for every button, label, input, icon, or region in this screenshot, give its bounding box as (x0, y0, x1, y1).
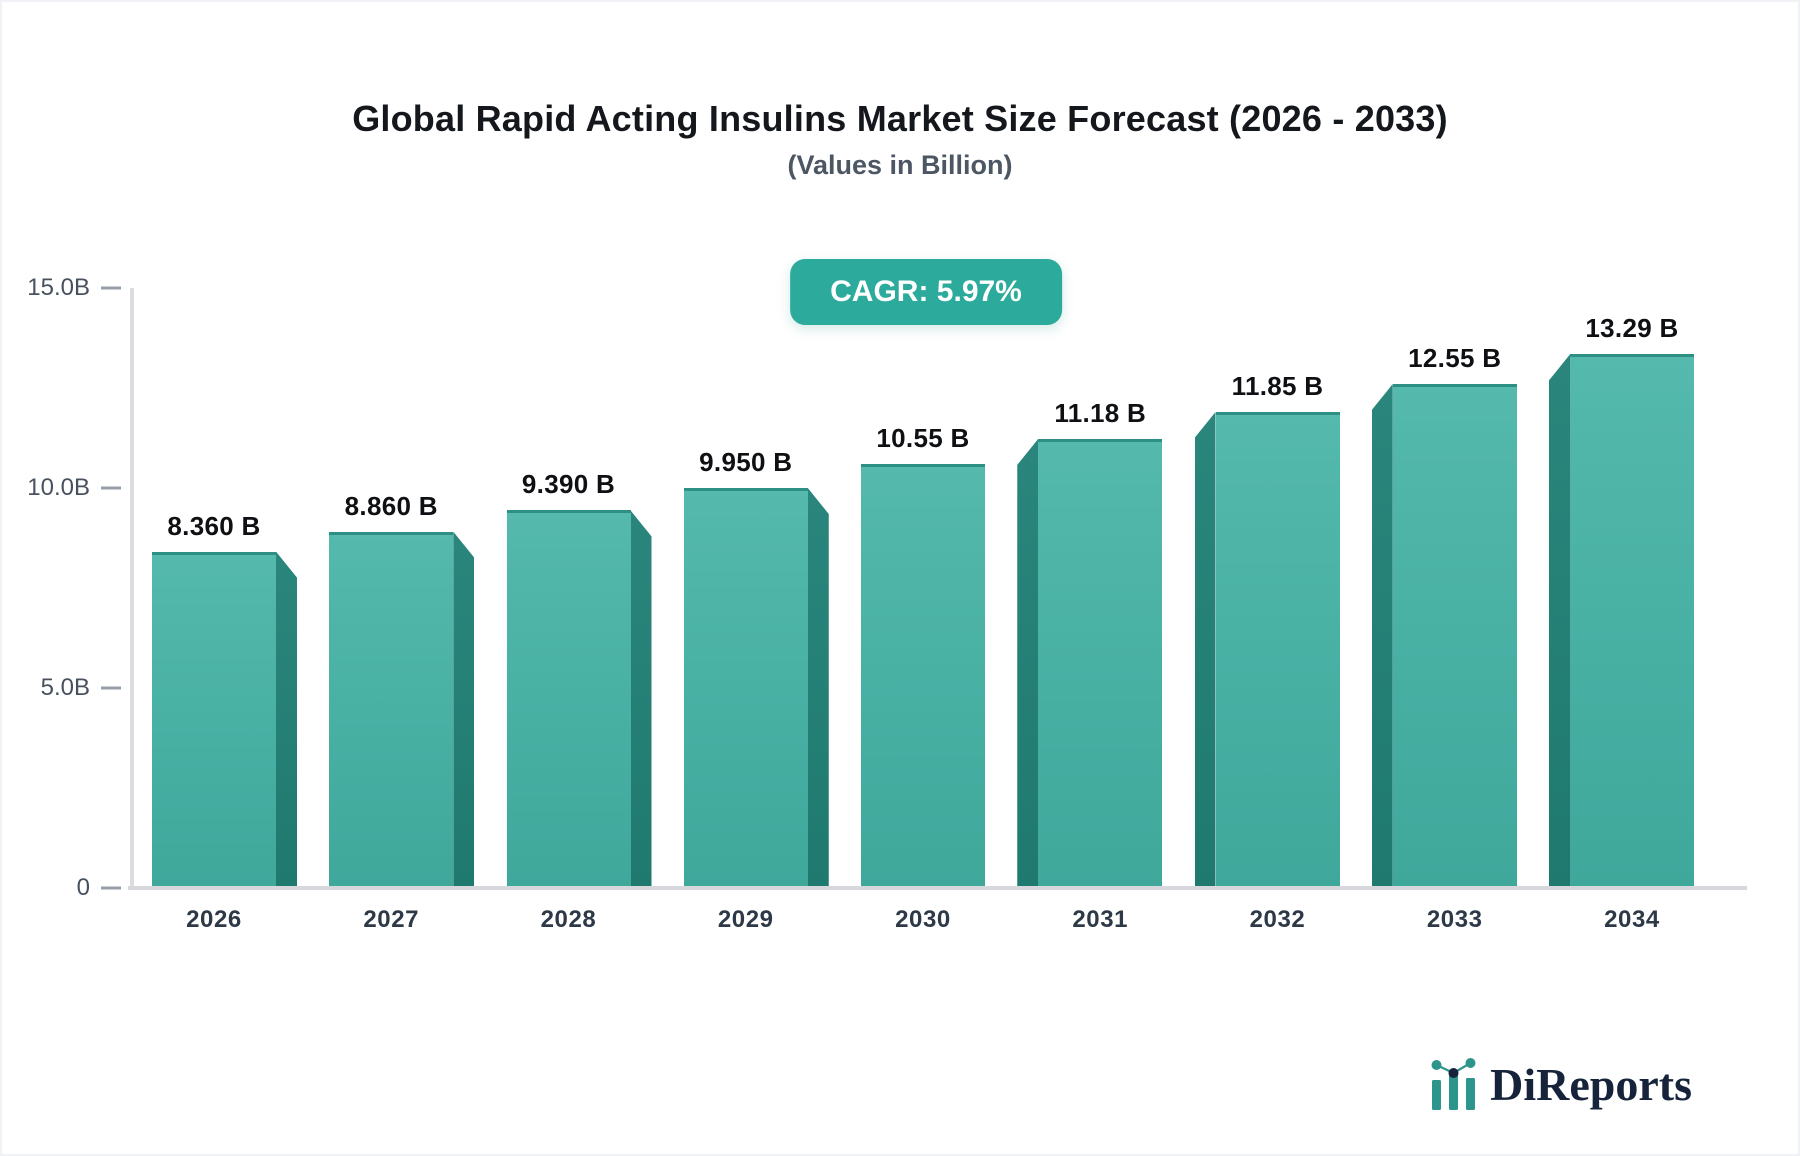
bar-2031 (1038, 438, 1163, 886)
bar-depth-side (1017, 438, 1039, 886)
y-tick-label: 15.0B (27, 274, 90, 301)
bar-2030 (861, 464, 985, 886)
bar-value-label: 9.390 B (521, 469, 616, 500)
bar-depth-side (1194, 412, 1216, 886)
bar-value-label: 13.29 B (1585, 313, 1679, 344)
x-axis-label-2028: 2028 (540, 906, 597, 933)
bar-depth-side (1371, 384, 1393, 886)
bar-value-label: 10.55 B (876, 423, 970, 453)
bar-value-label: 8.360 B (167, 510, 261, 541)
bar-2026 (152, 551, 276, 886)
bar-2033 (1392, 384, 1517, 886)
y-tick-mark (101, 886, 121, 890)
bar-value-label: 11.85 B (1231, 371, 1324, 401)
bar-2029 (683, 488, 808, 886)
x-axis-label-2029: 2029 (717, 906, 774, 933)
bar-value-label: 12.55 B (1408, 343, 1502, 373)
x-axis-baseline (128, 886, 1747, 890)
y-axis-line (130, 288, 134, 890)
bar-2032 (1215, 412, 1340, 886)
bar-value-label: 9.950 B (699, 447, 793, 477)
x-axis-label-2031: 2031 (1072, 906, 1129, 933)
bar-2034 (1570, 354, 1694, 886)
chart-title: Global Rapid Acting Insulins Market Size… (352, 98, 1448, 139)
chart-subtitle: (Values in Billion) (787, 150, 1013, 180)
x-axis-label-2034: 2034 (1604, 906, 1660, 933)
cagr-badge-label: CAGR: 5.97% (830, 275, 1022, 308)
bar-depth-side (1549, 354, 1570, 886)
x-axis-label-2026: 2026 (186, 906, 242, 933)
y-tick-label: 5.0B (40, 674, 90, 701)
bar-line-chart-icon (1431, 1058, 1476, 1110)
y-tick-mark (101, 486, 121, 490)
x-axis-label-2030: 2030 (895, 906, 951, 933)
x-axis-label-2027: 2027 (363, 906, 420, 933)
y-tick-mark (101, 286, 121, 290)
brand-name: DiReports (1490, 1059, 1692, 1110)
bar-2028 (506, 510, 631, 886)
x-axis-label-2032: 2032 (1249, 906, 1306, 933)
bar-depth-side (276, 551, 297, 886)
bar-value-label: 11.18 B (1054, 397, 1147, 428)
bar-chart-plot-area: 15.0B 10.0B 5.0B 0 8.360 B 2026 8.860 B 2027 9.3… (2, 274, 1798, 933)
bar-2027 (329, 531, 454, 886)
y-tick-label: 0 (76, 874, 90, 901)
y-tick-mark (101, 686, 121, 690)
y-tick-label: 10.0B (27, 474, 90, 501)
bar-depth-side (453, 531, 475, 886)
bar-value-label: 8.860 B (344, 490, 438, 521)
cagr-badge: CAGR: 5.97% (790, 259, 1062, 325)
bar-depth-side (807, 488, 829, 886)
direports-logo: DiReports (1430, 1056, 1692, 1110)
x-axis-label-2033: 2033 (1426, 906, 1483, 933)
bar-depth-side (630, 510, 652, 886)
